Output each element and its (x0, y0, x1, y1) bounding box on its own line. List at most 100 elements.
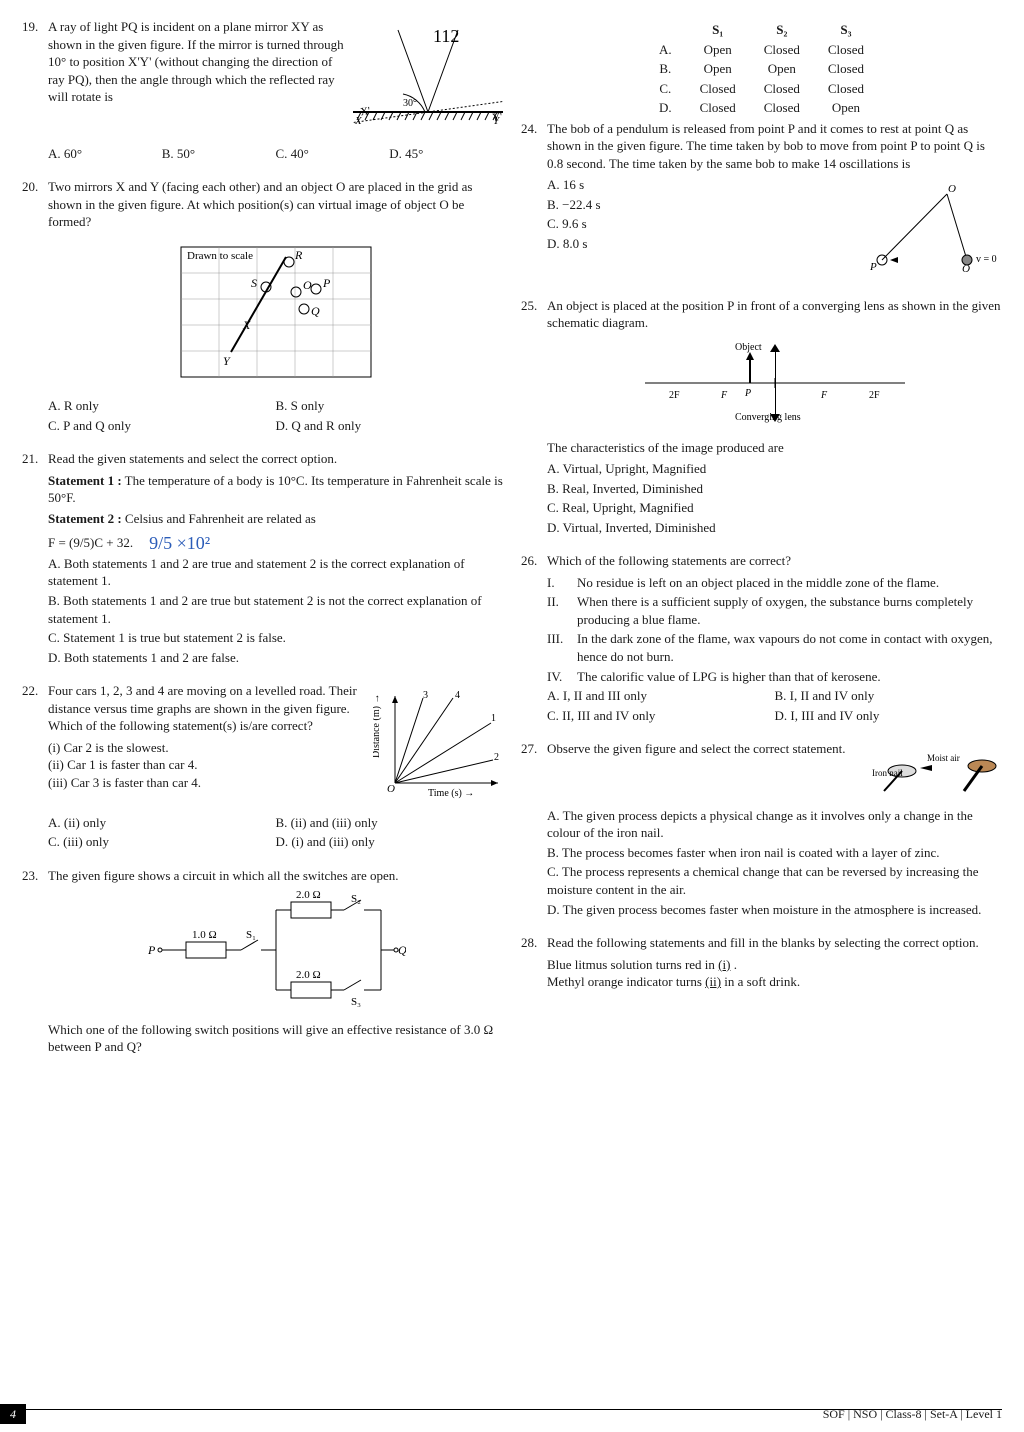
q23-options-table: S₁S₂S₃ A.OpenClosedClosed B.OpenOpenClos… (645, 20, 878, 118)
q25-optA: A. Virtual, Upright, Magnified (547, 460, 1002, 478)
q19-optB: B. 50° (162, 145, 276, 163)
q25-figure: Object 2F F P F 2F Converging lens (547, 338, 1002, 433)
q27-optA: A. The given process depicts a physical … (547, 807, 1002, 842)
q26-text: Which of the following statements are co… (547, 552, 1002, 570)
q21-hand: 9/5 ×10² (149, 531, 210, 555)
svg-text:2F: 2F (869, 390, 880, 401)
q24-v: v = 0 (976, 254, 997, 265)
q23-num: 23. (22, 867, 48, 1060)
q19-label-Xp: X' (360, 105, 372, 118)
q19-optC: C. 40° (276, 145, 390, 163)
q25-optC: C. Real, Upright, Magnified (547, 499, 1002, 517)
page-columns: 19. A ray of light PQ is incident on a p… (22, 18, 1002, 1074)
q22-ii: (ii) Car 1 is faster than car 4. (48, 756, 367, 774)
q23-figure: P 1.0 Ω S₁ 2.0 Ω (48, 890, 503, 1015)
q22-O: O (387, 783, 395, 795)
q20-num: 20. (22, 178, 48, 436)
q25-lens: Converging lens (735, 412, 801, 423)
q21-optB: B. Both statements 1 and 2 are true but … (48, 592, 503, 627)
q22-text: Four cars 1, 2, 3 and 4 are moving on a … (48, 682, 367, 735)
q23-s3: S₃ (351, 996, 361, 1008)
q21-optD: D. Both statements 1 and 2 are false. (48, 649, 503, 667)
q27-moist: Moist air (927, 753, 960, 763)
q20-optC: C. P and Q only (48, 417, 276, 435)
svg-text:2F: 2F (669, 390, 680, 401)
q20-S: S (251, 276, 257, 290)
q25-num: 25. (521, 297, 547, 538)
q21-formula: F = (9/5)C + 32. (48, 534, 133, 552)
q27-optC: C. The process represents a chemical cha… (547, 863, 1002, 898)
question-28: 28. Read the following statements and fi… (521, 934, 1002, 991)
q22-num: 22. (22, 682, 48, 853)
q23-P: P (147, 943, 156, 957)
q22-optA: A. (ii) only (48, 814, 276, 832)
question-25: 25. An object is placed at the position … (521, 297, 1002, 538)
tbl-h3: S₃ (814, 20, 878, 40)
q23-text2: Which one of the following switch positi… (48, 1021, 503, 1056)
q27-text: Observe the given figure and select the … (547, 740, 866, 803)
question-22: 22. Four cars 1, 2, 3 and 4 are moving o… (22, 682, 503, 853)
q28-num: 28. (521, 934, 547, 991)
q21-s2: Celsius and Fahrenheit are related as (125, 511, 316, 526)
question-27: 27. Observe the given figure and select … (521, 740, 1002, 920)
q24-optB: B. −22.4 s (547, 196, 844, 214)
q23-r1: 1.0 Ω (192, 929, 217, 941)
q26-optA: A. I, II and III only (547, 687, 775, 705)
q24-optD: D. 8.0 s (547, 235, 844, 253)
q24-P: P (869, 261, 877, 272)
q27-figure: Iron nail Moist air (872, 746, 1002, 801)
q21-text: Read the given statements and select the… (48, 450, 503, 468)
q23-s1: S₁ (246, 929, 256, 941)
q23-r3: 2.0 Ω (296, 969, 321, 981)
q24-figure: O P Q v = 0 (852, 182, 1002, 277)
q26-iv: The calorific value of LPG is higher tha… (577, 668, 881, 686)
q20-drawn-to-scale: Drawn to scale (187, 250, 253, 262)
q21-optC: C. Statement 1 is true but statement 2 i… (48, 629, 503, 647)
q28-text: Read the following statements and fill i… (547, 934, 1002, 952)
right-column: S₁S₂S₃ A.OpenClosedClosed B.OpenOpenClos… (521, 18, 1002, 1074)
q20-Y: Y (223, 354, 231, 368)
question-21: 21. Read the given statements and select… (22, 450, 503, 668)
q20-optD: D. Q and R only (276, 417, 504, 435)
q23-r2: 2.0 Ω (296, 890, 321, 901)
q20-optB: B. S only (276, 397, 504, 415)
q22-figure: 3 4 1 2 O Time (s) → Distance (m) → (373, 688, 503, 808)
q25-optD: D. Virtual, Inverted, Diminished (547, 519, 1002, 537)
q26-optB: B. I, II and IV only (775, 687, 1003, 705)
q24-O: O (948, 183, 956, 195)
q26-optC: C. II, III and IV only (547, 707, 775, 725)
q21-optA: A. Both statements 1 and 2 are true and … (48, 555, 503, 590)
q27-optD: D. The given process becomes faster when… (547, 901, 1002, 919)
q21-s1label: Statement 1 : (48, 473, 122, 488)
q20-optA: A. R only (48, 397, 276, 415)
q24-Q: Q (962, 263, 970, 272)
q21-s2label: Statement 2 : (48, 511, 122, 526)
svg-text:F: F (820, 390, 828, 401)
q22-optD: D. (i) and (iii) only (276, 833, 504, 851)
q26-num: 26. (521, 552, 547, 726)
q25-obj: Object (735, 342, 762, 353)
q19-num: 19. (22, 18, 48, 164)
q28-line2: Methyl orange indicator turns (ii) in a … (547, 973, 1002, 991)
q22-iii: (iii) Car 3 is faster than car 4. (48, 774, 367, 792)
q20-R: R (294, 248, 303, 262)
svg-text:4: 4 (455, 690, 460, 701)
q27-num: 27. (521, 740, 547, 920)
svg-text:3: 3 (423, 690, 428, 701)
q19-angle: 30° (403, 98, 417, 109)
q27-optB: B. The process becomes faster when iron … (547, 844, 1002, 862)
tbl-h1: S₁ (686, 20, 750, 40)
q19-optA: A. 60° (48, 145, 162, 163)
q22-xlabel: Time (s) → (428, 788, 474, 799)
q26-ii: When there is a sufficient supply of oxy… (577, 593, 1002, 628)
q26-iii: In the dark zone of the flame, wax vapou… (577, 630, 1002, 665)
question-24: 24. The bob of a pendulum is released fr… (521, 120, 1002, 283)
question-23: 23. The given figure shows a circuit in … (22, 867, 503, 1060)
q20-Q: Q (311, 304, 320, 318)
footer-text: SOF | NSO | Class-8 | Set-A | Level 1 (823, 1406, 1002, 1422)
svg-text:P: P (744, 388, 751, 399)
svg-text:F: F (720, 390, 728, 401)
tbl-h2: S₂ (750, 20, 814, 40)
q20-X: X (242, 318, 251, 332)
q21-num: 21. (22, 450, 48, 668)
